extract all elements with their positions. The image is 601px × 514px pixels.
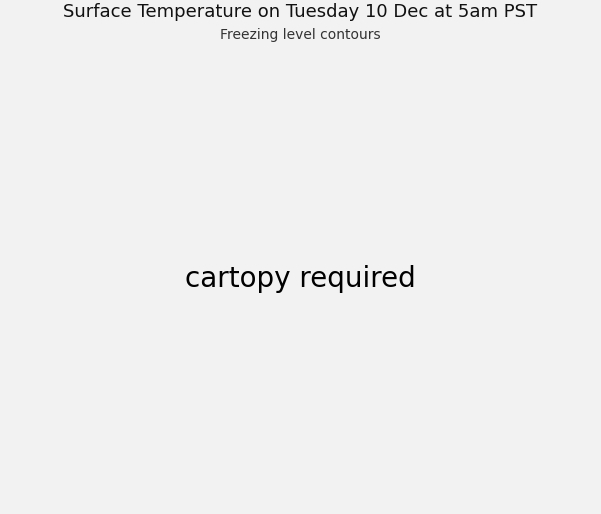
Text: Freezing level contours: Freezing level contours <box>220 28 381 42</box>
Text: cartopy required: cartopy required <box>185 265 416 293</box>
Text: Surface Temperature on Tuesday 10 Dec at 5am PST: Surface Temperature on Tuesday 10 Dec at… <box>64 3 537 21</box>
